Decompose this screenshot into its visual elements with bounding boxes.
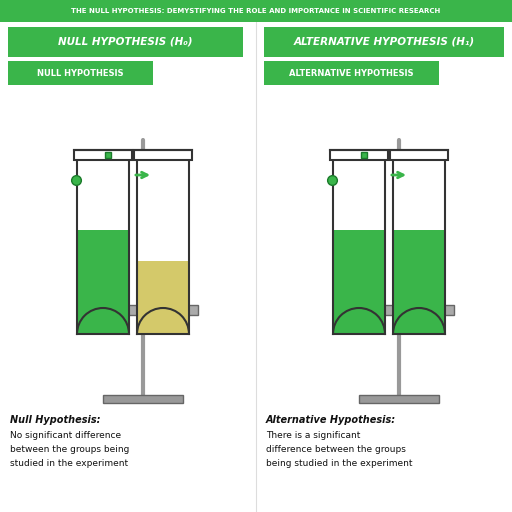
- Bar: [137, 160, 189, 261]
- Text: Null Hypothesis:: Null Hypothesis:: [10, 415, 100, 425]
- Bar: [333, 229, 385, 334]
- Bar: [8, 27, 243, 57]
- Bar: [134, 150, 192, 160]
- Bar: [333, 160, 385, 334]
- Bar: [333, 160, 385, 229]
- Bar: [77, 229, 129, 334]
- Bar: [88, 305, 198, 315]
- Bar: [393, 160, 445, 229]
- Bar: [103, 395, 183, 403]
- Text: There is a significant: There is a significant: [266, 431, 360, 440]
- Bar: [344, 305, 454, 315]
- Wedge shape: [333, 308, 385, 334]
- Text: NULL HYPOTHESIS (H₀): NULL HYPOTHESIS (H₀): [58, 37, 193, 47]
- Bar: [74, 150, 132, 160]
- Bar: [264, 61, 439, 85]
- Wedge shape: [137, 308, 189, 334]
- Text: NULL HYPOTHESIS: NULL HYPOTHESIS: [37, 69, 124, 77]
- Text: ALTERNATIVE HYPOTHESIS (H₁): ALTERNATIVE HYPOTHESIS (H₁): [293, 37, 475, 47]
- Bar: [77, 160, 129, 229]
- Text: being studied in the experiment: being studied in the experiment: [266, 459, 413, 468]
- Text: difference between the groups: difference between the groups: [266, 445, 406, 454]
- Bar: [264, 27, 504, 57]
- Bar: [77, 160, 129, 334]
- Text: ALTERNATIVE HYPOTHESIS: ALTERNATIVE HYPOTHESIS: [289, 69, 414, 77]
- Bar: [8, 61, 153, 85]
- Bar: [359, 395, 439, 403]
- Text: No significant difference: No significant difference: [10, 431, 121, 440]
- Wedge shape: [333, 308, 385, 334]
- Text: Alternative Hypothesis:: Alternative Hypothesis:: [266, 415, 396, 425]
- Bar: [393, 160, 445, 334]
- Bar: [390, 150, 448, 160]
- Bar: [393, 229, 445, 334]
- Bar: [137, 261, 189, 334]
- Wedge shape: [77, 308, 129, 334]
- Text: THE NULL HYPOTHESIS: DEMYSTIFYING THE ROLE AND IMPORTANCE IN SCIENTIFIC RESEARCH: THE NULL HYPOTHESIS: DEMYSTIFYING THE RO…: [71, 8, 441, 14]
- Bar: [0, 0, 512, 22]
- Wedge shape: [77, 308, 129, 334]
- Text: between the groups being: between the groups being: [10, 445, 130, 454]
- Wedge shape: [137, 308, 189, 334]
- Wedge shape: [393, 308, 445, 334]
- Wedge shape: [393, 308, 445, 334]
- Bar: [137, 160, 189, 334]
- Text: studied in the experiment: studied in the experiment: [10, 459, 128, 468]
- Bar: [330, 150, 388, 160]
